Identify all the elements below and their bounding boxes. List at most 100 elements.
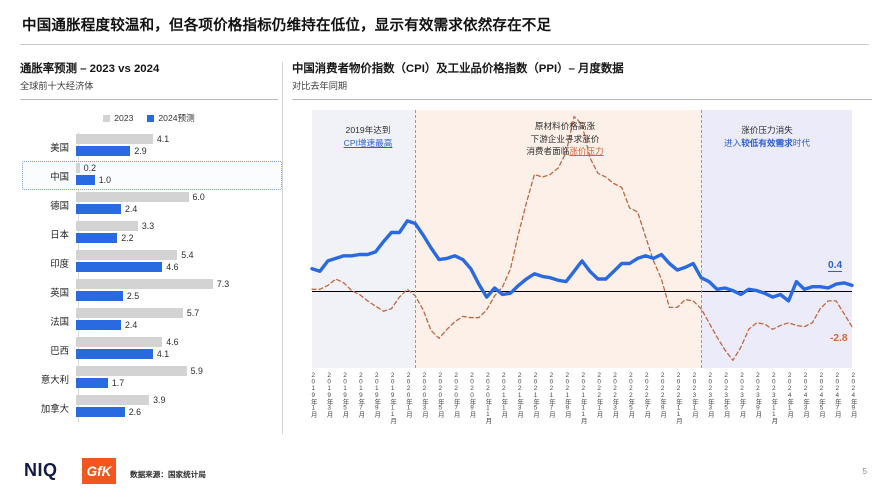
annotation-price-surge-line3-mark: 涨价压力	[569, 146, 604, 157]
bar-row-label: 中国	[50, 170, 69, 182]
annotation-weak-demand-line1: 涨价压力消失	[741, 125, 793, 136]
bar-value-label: 0.2	[83, 162, 96, 173]
bar-2024预测: 2.5	[76, 290, 278, 301]
bar-fill	[76, 406, 125, 417]
region-divider	[701, 110, 703, 369]
x-tick-label: 2021年1月	[500, 372, 508, 418]
bar-fill	[76, 319, 121, 330]
right-panel-subtitle: 对比去年同期	[292, 81, 348, 92]
bar-value-label: 4.6	[166, 336, 179, 347]
page-title: 中国通胀程度较温和，但各项价格指标仍维持在低位，显示有效需求依然存在不足	[22, 18, 552, 34]
x-tick-label: 2020年3月	[420, 372, 428, 418]
bar-fill	[76, 220, 138, 231]
bar-2024预测: 4.1	[76, 348, 278, 359]
annotation-2019: 2019年达到 CPI增速最高	[314, 124, 422, 149]
bar-row-label: 意大利	[40, 373, 69, 385]
annotation-price-surge-line3: 消费者面临涨价压力	[480, 145, 650, 157]
ppi-end-label: -2.8	[830, 332, 848, 344]
x-tick-label: 2019年1月	[309, 372, 317, 418]
bar-2023: 4.1	[76, 133, 278, 144]
bar-row: 加拿大 3.9 2.6	[20, 393, 278, 422]
bar-row-bars: 5.7 2.4	[76, 307, 278, 334]
x-tick-label: 2020年7月	[452, 372, 460, 418]
bar-row-label: 巴西	[50, 344, 69, 356]
niq-logo: NIQ	[24, 460, 58, 480]
bar-2024预测: 2.4	[76, 203, 278, 214]
x-axis-tick-labels: 2019年1月 2019年3月 2019年5月 2019年7月 2019年9月 2019年…	[309, 372, 857, 446]
bar-fill	[76, 232, 118, 243]
series-line-CPI	[310, 219, 854, 303]
annotation-weak-demand-mark: 较低有效需求	[741, 137, 793, 148]
x-tick-label: 2020年11月	[484, 372, 492, 424]
x-tick-label: 2023年9月	[754, 372, 762, 418]
x-tick-label: 2022年7月	[643, 372, 651, 418]
region-divider	[415, 110, 417, 369]
x-tick-label: 2023年5月	[722, 372, 730, 418]
bar-fill	[76, 307, 183, 318]
bar-2024预测: 2.6	[76, 406, 278, 417]
bar-value-label: 6.0	[192, 191, 205, 202]
bar-row-bars: 3.3 2.2	[76, 220, 278, 247]
left-panel-title: 通胀率预测 – 2023 vs 2024	[20, 63, 160, 75]
bar-fill	[76, 203, 121, 214]
annotation-price-surge-line2: 下游企业寻求涨价	[530, 133, 600, 144]
bar-chart-axis	[78, 132, 79, 423]
bar-value-label: 4.1	[156, 133, 170, 144]
x-tick-label: 2022年5月	[627, 372, 635, 418]
bar-row-bars: 3.9 2.6	[76, 394, 278, 421]
chart-region	[415, 110, 702, 369]
bar-value-label: 1.0	[98, 174, 111, 185]
chart-region	[701, 110, 852, 369]
bar-row-label: 英国	[50, 286, 69, 298]
bar-row: 意大利 5.9 1.7	[20, 364, 278, 393]
gfk-logo: GfK	[82, 458, 116, 484]
bar-2024预测: 2.4	[76, 319, 278, 330]
panel-divider	[282, 62, 283, 434]
x-tick-label: 2021年3月	[516, 372, 524, 418]
x-tick-label: 2019年5月	[341, 372, 349, 418]
annotation-2019-line2: CPI增速最高	[343, 137, 393, 148]
bar-chart: 美国 4.1 2.9 中国 0.2 1.0 德国 6.0 2.4 日本 3.3 2.2 印度 5.4 4.6…	[20, 132, 282, 423]
bar-row-bars: 6.0 2.4	[76, 191, 278, 218]
bar-row: 巴西 4.6 4.1	[20, 335, 278, 364]
left-panel-subtitle: 全球前十大经济体	[20, 81, 94, 92]
bar-row: 法国 5.7 2.4	[20, 306, 278, 335]
bar-value-label: 5.9	[190, 365, 203, 376]
bar-2023: 5.4	[76, 249, 278, 260]
bar-value-label: 1.7	[111, 377, 125, 388]
x-tick-label: 2021年5月	[532, 372, 540, 418]
zero-line	[312, 290, 852, 293]
x-tick-label: 2023年7月	[738, 372, 746, 418]
bar-fill	[76, 278, 213, 289]
bar-2023: 6.0	[76, 191, 278, 202]
x-tick-label: 2019年9月	[373, 372, 381, 418]
annotation-price-surge-line1: 原材料价格高涨	[534, 121, 596, 132]
bar-row-bars: 7.3 2.5	[76, 278, 278, 305]
bar-value-label: 5.7	[186, 307, 200, 318]
x-tick-label: 2022年11月	[675, 372, 682, 424]
bar-value-label: 4.1	[156, 348, 170, 359]
bar-fill	[76, 191, 189, 202]
bar-row-label: 日本	[50, 228, 69, 240]
bar-fill	[76, 145, 131, 156]
bar-value-label: 2.2	[121, 232, 134, 243]
annotation-price-surge-line3-plain: 消费者面临	[526, 146, 570, 157]
annotation-weak-demand-line2: 进入较低有效需求时代	[692, 137, 842, 149]
bar-row: 中国 0.2 1.0	[20, 161, 282, 191]
bar-row-label: 加拿大	[40, 402, 69, 414]
bar-row: 美国 4.1 2.9	[20, 132, 278, 161]
bar-2023: 0.2	[76, 162, 278, 173]
bar-fill	[76, 348, 153, 359]
bar-fill	[76, 365, 187, 376]
bar-2023: 5.7	[76, 307, 278, 318]
x-tick-label: 2023年11月	[770, 372, 778, 424]
bar-value-label: 2.4	[125, 319, 138, 330]
bar-row-bars: 4.6 4.1	[76, 336, 278, 363]
bar-row: 日本 3.3 2.2	[20, 219, 278, 248]
x-tick-label: 2021年9月	[563, 372, 571, 418]
bar-2024预测: 2.9	[76, 145, 278, 156]
bar-row: 英国 7.3 2.5	[20, 277, 278, 306]
bar-2024预测: 1.7	[76, 377, 278, 388]
bar-fill	[76, 394, 150, 405]
